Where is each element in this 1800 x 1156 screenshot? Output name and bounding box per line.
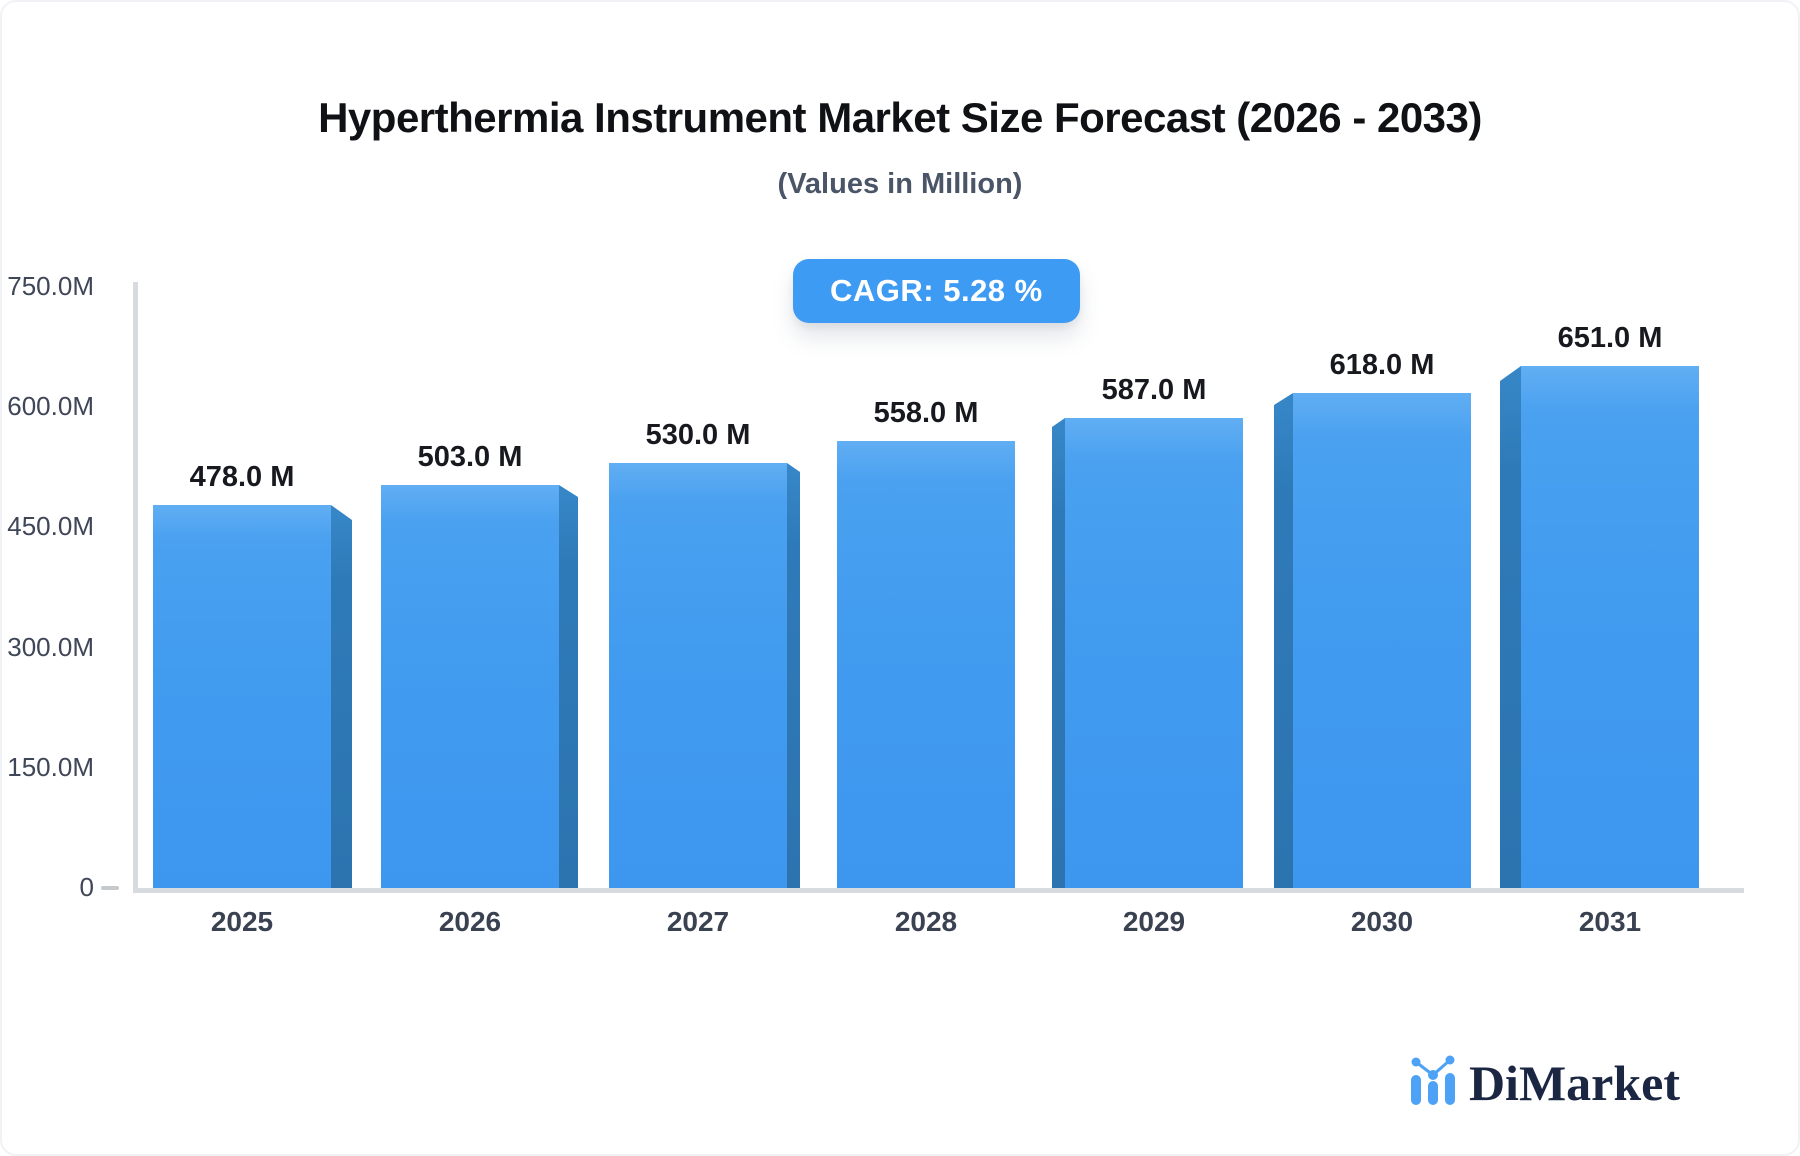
x-axis-label-2025: 2025 <box>210 906 274 937</box>
cagr-badge: CAGR: 5.28 % <box>793 259 1080 323</box>
bar-side-2030 <box>1274 393 1293 888</box>
y-axis-label: 750.0M <box>7 271 94 301</box>
x-axis-label-2029: 2029 <box>1122 906 1186 937</box>
x-axis-label-2027: 2027 <box>666 906 730 937</box>
chart-subtitle: (Values in Million) <box>777 168 1023 200</box>
bar-2031[interactable] <box>1521 366 1699 888</box>
bar-side-2029 <box>1052 418 1065 888</box>
bar-value-label: 558.0 M <box>873 397 979 429</box>
bar-2028[interactable] <box>837 441 1015 888</box>
x-axis-label-2026: 2026 <box>438 906 502 937</box>
bar-2030[interactable] <box>1293 393 1471 888</box>
bar-2029[interactable] <box>1065 418 1243 888</box>
y-axis-label: 150.0M <box>7 751 94 782</box>
bar-value-label: 530.0 M <box>645 419 751 451</box>
x-axis-label-2031: 2031 <box>1578 906 1642 937</box>
brand-logo: DiMarket <box>1410 1054 1680 1108</box>
chart-title: Hyperthermia Instrument Market Size Fore… <box>318 94 1482 141</box>
y-axis-line <box>133 282 138 893</box>
zero-tick-mark <box>101 886 119 890</box>
bar-value-label: 587.0 M <box>1101 374 1207 406</box>
x-axis-label-2028: 2028 <box>894 906 958 937</box>
x-axis-line <box>133 888 1744 893</box>
bar-side-2025 <box>331 505 352 888</box>
bar-value-label: 478.0 M <box>189 461 295 493</box>
bar-2025[interactable] <box>153 505 331 888</box>
bar-value-label: 503.0 M <box>417 441 523 473</box>
bar-2027[interactable] <box>609 463 787 888</box>
y-axis-label: 300.0M <box>7 631 94 662</box>
mini-bar-chart-icon <box>1410 1055 1455 1105</box>
y-axis-label: 450.0M <box>7 511 94 542</box>
y-axis-label: 0 <box>79 872 94 902</box>
bar-2026[interactable] <box>381 485 559 888</box>
bar-side-2031 <box>1500 366 1521 888</box>
bar-side-2026 <box>559 485 578 888</box>
bar-value-label: 618.0 M <box>1329 349 1435 381</box>
brand-name: DiMarket <box>1468 1055 1680 1111</box>
x-axis-label-2030: 2030 <box>1350 906 1414 937</box>
bar-value-label: 651.0 M <box>1557 322 1663 354</box>
bar-side-2027 <box>787 463 800 888</box>
y-axis-label: 600.0M <box>7 391 94 422</box>
